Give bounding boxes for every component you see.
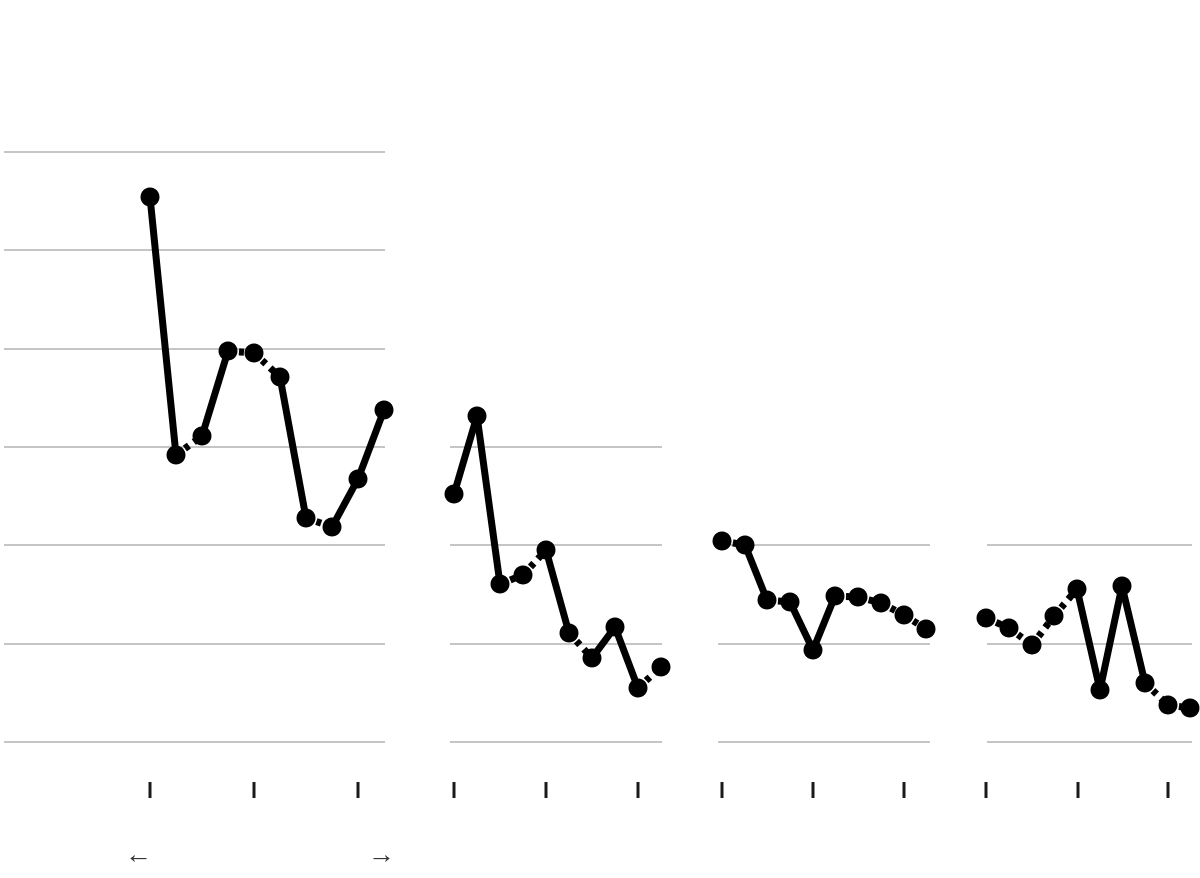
panel-1-data-point (270, 367, 290, 387)
panel-4-data-point (1112, 576, 1132, 596)
axis-tick (1076, 782, 1080, 798)
panel-3-data-point (712, 531, 732, 551)
panel-3-data-point (848, 587, 868, 607)
panel-1-data-point (348, 469, 368, 489)
panel-1-data-point (374, 400, 394, 420)
panel-1-data-point (322, 517, 342, 537)
panel-4-data-point (976, 608, 996, 628)
panel-4-data-point (1044, 606, 1064, 626)
panel-1-data-point (140, 187, 160, 207)
panel-4-data-point (1158, 695, 1178, 715)
panel-3-data-point (735, 535, 755, 555)
panel-1-data-point (218, 341, 238, 361)
panel-3-segment-solid (741, 543, 771, 602)
panel-4-data-point (1180, 698, 1200, 718)
panel-2-segment-solid (473, 415, 504, 585)
panel-1-data-point (296, 508, 316, 528)
panel-2-data-point (536, 540, 556, 560)
panel-2-data-point (605, 617, 625, 637)
axis-tick (984, 782, 988, 798)
panel-2-segment-solid (611, 625, 642, 690)
right-arrow-icon: → (368, 839, 395, 869)
panel-2-data-point (513, 565, 533, 585)
panel-2-data-point (628, 678, 648, 698)
panel-3-data-point (894, 605, 914, 625)
panel-3-data-point (871, 593, 891, 613)
panel-2-segment-solid (450, 415, 481, 495)
axis-tick (1166, 782, 1170, 798)
panel-2-data-point (490, 574, 510, 594)
panel-3-data-point (780, 592, 800, 612)
panel-4-data-point (999, 618, 1019, 638)
panel-4-data-point (1022, 635, 1042, 655)
panel-2-data-point (559, 623, 579, 643)
panel-3-data-point (757, 590, 777, 610)
panel-3-data-point (825, 586, 845, 606)
panel-4-data-point (1090, 680, 1110, 700)
axis-tick (902, 782, 906, 798)
panel-2-data-point (651, 657, 671, 677)
panel-4-segment-solid (1118, 585, 1149, 684)
panel-1-data-point (166, 445, 186, 465)
panel-4-data-point (1067, 579, 1087, 599)
axis-tick (544, 782, 548, 798)
panel-1-segment-solid (146, 196, 180, 456)
panel-2-data-point (582, 648, 602, 668)
panel-4-segment-solid (1073, 588, 1104, 691)
left-arrow-icon: ← (125, 839, 152, 869)
axis-tick (720, 782, 724, 798)
axis-tick (356, 782, 360, 798)
axis-tick (452, 782, 456, 798)
panel-2-segment-solid (542, 549, 573, 634)
axis-tick (252, 782, 256, 798)
axis-tick (636, 782, 640, 798)
panel-4-segment-solid (1096, 585, 1126, 691)
panel-2-data-point (444, 484, 464, 504)
panel-1-segment-solid (198, 349, 232, 438)
panel-3-segment-solid (809, 594, 839, 652)
axis-tick (811, 782, 815, 798)
panel-3-data-point (803, 640, 823, 660)
panel-1-data-point (192, 426, 212, 446)
panel-4-data-point (1135, 673, 1155, 693)
panel-1-data-point (244, 343, 264, 363)
axis-tick (148, 782, 152, 798)
panel-3-data-point (916, 619, 936, 639)
panel-1-segment-solid (276, 376, 310, 519)
panel-1-segment-solid (354, 408, 388, 481)
panel-2-data-point (467, 406, 487, 426)
